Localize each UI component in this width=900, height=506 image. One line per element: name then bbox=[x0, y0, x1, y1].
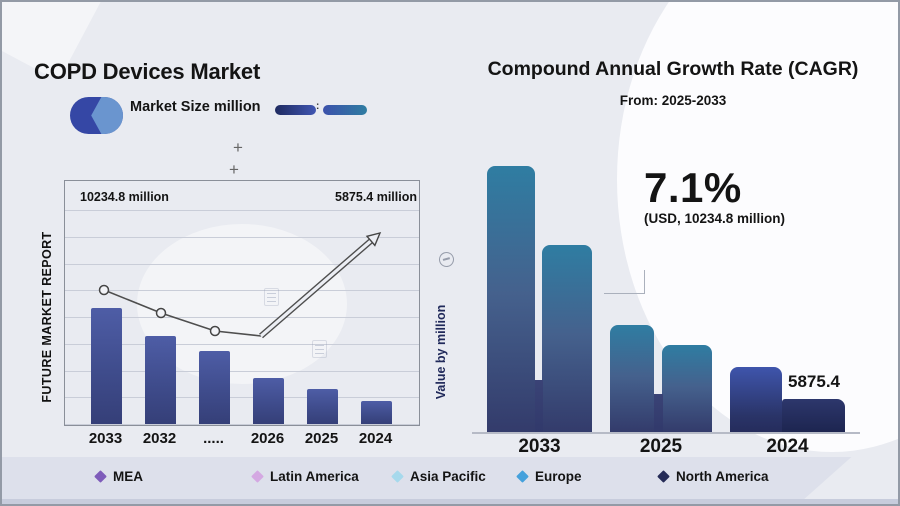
market-size-chart bbox=[64, 180, 420, 426]
left-x-axis-label: 2032 bbox=[142, 430, 177, 447]
right-x-axis-label: 2025 bbox=[639, 436, 683, 457]
legend-item-label: North America bbox=[676, 469, 769, 484]
market-size-legend-label: Market Size million bbox=[130, 99, 261, 115]
legend-band bbox=[2, 457, 852, 499]
left-x-axis-label: 2026 bbox=[250, 430, 285, 447]
bar-bridge bbox=[654, 394, 663, 432]
capsule-facet bbox=[91, 97, 123, 134]
value-axis-label: Value by million bbox=[434, 304, 448, 400]
future-market-report-watermark: FUTURE MARKET REPORT bbox=[40, 231, 54, 403]
cagr-value: 7.1% bbox=[644, 164, 742, 211]
cagr-bar bbox=[542, 245, 592, 432]
right-x-axis-label: 2033 bbox=[518, 436, 561, 457]
ratio-separator: : bbox=[316, 101, 320, 112]
left-x-axis-labels: 2033 2032..... 2026 2025 2024 bbox=[64, 430, 420, 450]
market-size-bar bbox=[91, 308, 122, 424]
right-x-axis-label: 2024 bbox=[766, 436, 809, 457]
bottom-strip bbox=[2, 499, 898, 504]
left-x-axis-label: 2025 bbox=[304, 430, 339, 447]
capsule-pill-icon bbox=[70, 97, 123, 134]
cagr-bar bbox=[662, 345, 712, 432]
cagr-bar bbox=[610, 325, 654, 432]
left-x-axis-label: 2033 bbox=[88, 430, 123, 447]
left-x-axis-label: ..... bbox=[203, 430, 224, 447]
gridline bbox=[65, 370, 419, 372]
gridline bbox=[65, 263, 419, 265]
cagr-bar bbox=[487, 166, 535, 432]
cagr-bar bbox=[782, 399, 845, 432]
max-value-label: 10234.8 million bbox=[80, 190, 169, 204]
gridline bbox=[65, 236, 419, 238]
right-chart-title: Compound Annual Growth Rate (CAGR) bbox=[487, 58, 859, 80]
corner-bracket-line bbox=[604, 270, 645, 294]
gridline bbox=[65, 343, 419, 345]
right-chart-baseline bbox=[472, 432, 860, 434]
min-value-label: 5875.4 million bbox=[335, 190, 417, 204]
left-chart-title: COPD Devices Market bbox=[34, 59, 261, 84]
market-size-bar bbox=[361, 401, 392, 424]
legend-item-label: MEA bbox=[113, 469, 143, 484]
gridline bbox=[65, 210, 419, 211]
market-size-bar bbox=[253, 378, 284, 424]
plus-icon: + bbox=[233, 138, 243, 157]
gridline bbox=[65, 397, 419, 399]
legend-item-label: Latin America bbox=[270, 469, 359, 484]
market-size-bar bbox=[307, 389, 338, 424]
ratio-pill-teal-icon bbox=[323, 105, 367, 115]
ratio-pill-dark-icon bbox=[275, 105, 316, 115]
ghost-report-icon bbox=[264, 288, 279, 306]
legend-item-label: Asia Pacific bbox=[410, 469, 486, 484]
minus-circle-icon bbox=[437, 250, 456, 269]
ghost-report-icon bbox=[312, 340, 327, 358]
legend-item-label: Europe bbox=[535, 469, 582, 484]
cagr-note: (USD, 10234.8 million) bbox=[644, 211, 786, 226]
value-callout-label: 5875.4 bbox=[788, 372, 840, 391]
gridline bbox=[65, 424, 419, 425]
gridline bbox=[65, 290, 419, 292]
market-size-bar bbox=[199, 351, 230, 424]
cagr-bar bbox=[730, 367, 782, 432]
bar-bridge bbox=[535, 380, 543, 432]
market-size-bar bbox=[145, 336, 176, 424]
plus-icon: + bbox=[229, 160, 239, 179]
left-x-axis-label: 2024 bbox=[358, 430, 393, 447]
right-chart-subtitle: From: 2025-2033 bbox=[619, 93, 727, 108]
